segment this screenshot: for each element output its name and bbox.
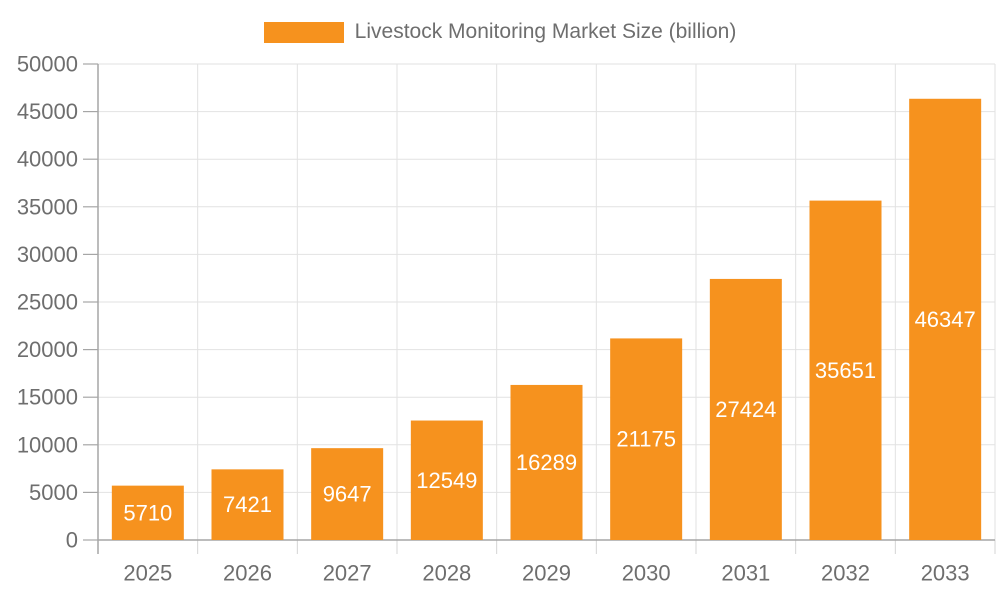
bar[interactable] — [211, 469, 284, 540]
x-axis-tick-label: 2027 — [323, 561, 372, 586]
bar-value-label: 9647 — [323, 482, 372, 507]
x-axis-tick-label: 2026 — [223, 561, 272, 586]
bar-value-label: 16289 — [516, 450, 577, 475]
x-axis-tick-label: 2029 — [522, 561, 571, 586]
bar[interactable] — [809, 200, 882, 540]
bar-value-label: 5710 — [123, 500, 172, 525]
bar-value-label: 27424 — [715, 397, 776, 422]
y-axis-tick-label: 50000 — [17, 52, 78, 77]
y-axis-tick-label: 20000 — [17, 337, 78, 362]
y-axis-tick-label: 40000 — [17, 147, 78, 172]
y-axis-tick-label: 0 — [66, 528, 78, 553]
x-axis-tick-label: 2025 — [123, 561, 172, 586]
x-axis-tick-label: 2028 — [422, 561, 471, 586]
bar[interactable] — [510, 384, 583, 540]
legend[interactable]: Livestock Monitoring Market Size (billio… — [0, 20, 1000, 44]
legend-label: Livestock Monitoring Market Size (billio… — [354, 20, 737, 43]
x-axis-tick-label: 2031 — [721, 561, 770, 586]
bar[interactable] — [610, 338, 683, 540]
x-axis-tick-label: 2033 — [921, 561, 970, 586]
bar[interactable] — [909, 98, 982, 541]
x-axis-tick-label: 2032 — [821, 561, 870, 586]
y-axis-tick-label: 10000 — [17, 432, 78, 457]
bar-value-label: 12549 — [416, 468, 477, 493]
bar[interactable] — [709, 278, 782, 540]
bar[interactable] — [111, 485, 184, 540]
legend-swatch[interactable] — [263, 21, 344, 43]
bar-value-label: 21175 — [616, 427, 676, 452]
y-axis-tick-label: 45000 — [17, 99, 78, 124]
y-axis-tick-label: 5000 — [29, 480, 78, 505]
y-axis-tick-label: 35000 — [17, 194, 78, 219]
bar[interactable] — [311, 448, 384, 540]
bar[interactable] — [410, 420, 483, 540]
y-axis-tick-label: 15000 — [17, 385, 78, 410]
bar-value-label: 46347 — [915, 307, 976, 332]
y-axis-tick-label: 30000 — [17, 242, 78, 267]
bar-value-label: 35651 — [815, 358, 876, 383]
y-axis-tick-label: 25000 — [17, 290, 78, 315]
x-axis-tick-label: 2030 — [622, 561, 671, 586]
bar-value-label: 7421 — [223, 492, 272, 517]
